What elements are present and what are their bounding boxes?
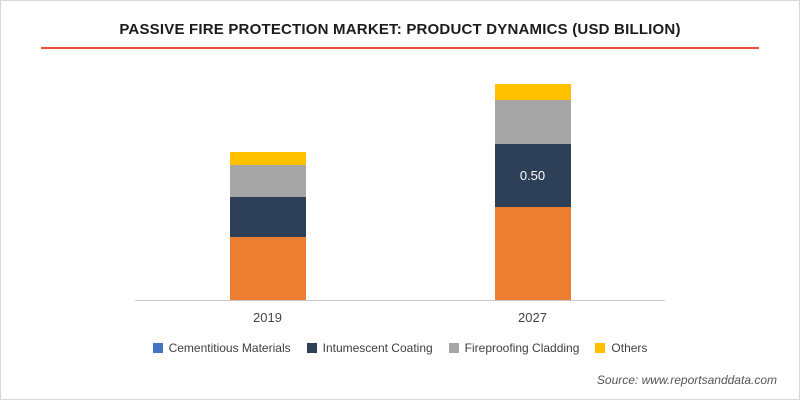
legend-swatch-cementitious-materials	[152, 343, 163, 353]
legend-label: Cementitious Materials	[168, 341, 291, 355]
x-axis-label-2027: 2027	[518, 310, 547, 325]
legend-item-intumescent-coating: Intumescent Coating	[306, 341, 433, 355]
segment-others-2027	[494, 84, 571, 100]
x-axis-labels: 2019 2027	[135, 301, 665, 325]
segment-cementitious-materials-2027	[494, 207, 571, 300]
legend-item-others: Others	[595, 341, 647, 355]
legend: Cementitious Materials Intumescent Coatin…	[1, 341, 799, 355]
source-text: Source: www.reportsanddata.com	[596, 373, 777, 387]
segment-fireproofing-cladding-2027	[494, 100, 571, 144]
plot-area: 0.50	[135, 61, 665, 301]
legend-swatch-others	[595, 343, 606, 353]
legend-swatch-intumescent-coating	[306, 343, 317, 353]
legend-label: Intumescent Coating	[322, 341, 433, 355]
stacked-bar-2019	[229, 152, 306, 300]
legend-item-fireproofing-cladding: Fireproofing Cladding	[448, 341, 580, 355]
x-axis-label-2019: 2019	[253, 310, 282, 325]
segment-others-2019	[229, 152, 306, 165]
segment-cementitious-materials-2019	[229, 237, 306, 300]
segment-fireproofing-cladding-2019	[229, 165, 306, 197]
title-divider	[41, 47, 759, 49]
legend-label: Fireproofing Cladding	[464, 341, 580, 355]
legend-swatch-fireproofing-cladding	[448, 343, 459, 353]
legend-item-cementitious-materials: Cementitious Materials	[152, 341, 291, 355]
chart-title: PASSIVE FIRE PROTECTION MARKET: PRODUCT …	[119, 21, 681, 38]
legend-label: Others	[611, 341, 648, 355]
stacked-bar-2027: 0.50	[494, 84, 571, 300]
segment-intumescent-coating-2019	[229, 197, 306, 237]
segment-intumescent-coating-2027: 0.50	[494, 144, 571, 207]
